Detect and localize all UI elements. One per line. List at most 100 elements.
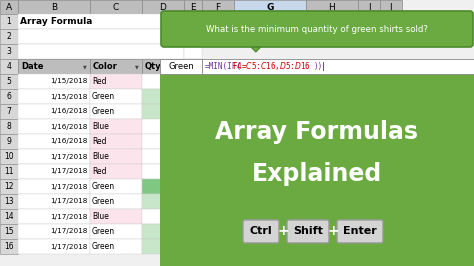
Bar xyxy=(18,44,184,59)
Bar xyxy=(0,179,18,194)
Text: Red: Red xyxy=(92,137,107,146)
Text: Green: Green xyxy=(168,62,194,71)
Text: 6: 6 xyxy=(7,92,11,101)
Text: Red: Red xyxy=(92,167,107,176)
Bar xyxy=(184,194,202,209)
Text: Blue: Blue xyxy=(92,122,109,131)
Bar xyxy=(184,0,202,14)
Bar xyxy=(142,59,184,74)
Text: 14: 14 xyxy=(4,212,14,221)
Bar xyxy=(90,0,142,14)
Bar xyxy=(0,44,18,59)
Text: E: E xyxy=(190,2,196,11)
Bar xyxy=(0,89,18,104)
Text: 1/16/2018: 1/16/2018 xyxy=(51,109,88,114)
Bar xyxy=(18,59,90,74)
Text: 525: 525 xyxy=(167,182,182,191)
Text: F: F xyxy=(216,2,220,11)
Text: 3: 3 xyxy=(7,47,11,56)
Text: Explained: Explained xyxy=(252,162,382,186)
Text: Color: Color xyxy=(93,62,118,71)
Text: 712: 712 xyxy=(168,92,182,101)
Text: 1/17/2018: 1/17/2018 xyxy=(51,184,88,189)
FancyBboxPatch shape xyxy=(161,11,473,47)
Text: 12: 12 xyxy=(4,182,14,191)
Bar xyxy=(18,119,90,134)
Bar xyxy=(18,29,184,44)
Text: ▼: ▼ xyxy=(177,64,181,69)
Text: 1,451: 1,451 xyxy=(160,152,182,161)
Text: G: G xyxy=(266,2,273,11)
Text: Red: Red xyxy=(92,77,107,86)
Text: 1,953: 1,953 xyxy=(160,197,182,206)
Bar xyxy=(18,149,90,164)
Bar xyxy=(0,209,18,224)
Bar xyxy=(184,44,202,59)
Bar xyxy=(18,194,90,209)
Text: 1/17/2018: 1/17/2018 xyxy=(51,153,88,160)
Bar xyxy=(0,119,18,134)
Bar xyxy=(142,149,184,164)
Text: I: I xyxy=(368,2,370,11)
Bar xyxy=(142,119,184,134)
Text: 16: 16 xyxy=(4,242,14,251)
Bar xyxy=(18,0,90,14)
Bar xyxy=(0,149,18,164)
Text: 1/17/2018: 1/17/2018 xyxy=(51,168,88,174)
Bar xyxy=(184,29,202,44)
Bar xyxy=(0,224,18,239)
Bar xyxy=(184,179,202,194)
Bar xyxy=(90,164,142,179)
Bar xyxy=(90,179,142,194)
Bar xyxy=(306,0,358,14)
Bar xyxy=(90,104,142,119)
Text: 1/16/2018: 1/16/2018 xyxy=(51,123,88,130)
FancyBboxPatch shape xyxy=(337,220,383,243)
Bar xyxy=(184,74,202,89)
Bar xyxy=(184,239,202,254)
Bar xyxy=(142,89,184,104)
Text: Enter: Enter xyxy=(343,226,377,236)
Bar xyxy=(380,0,402,14)
Text: Qty: Qty xyxy=(145,62,162,71)
Bar xyxy=(142,179,184,194)
Bar xyxy=(18,89,90,104)
Bar xyxy=(184,14,202,29)
Bar xyxy=(18,104,90,119)
Text: 630: 630 xyxy=(167,107,182,116)
Bar xyxy=(18,134,90,149)
Bar xyxy=(90,134,142,149)
Text: 1/15/2018: 1/15/2018 xyxy=(51,94,88,99)
Text: H: H xyxy=(328,2,336,11)
Text: 13: 13 xyxy=(4,197,14,206)
Text: 1/17/2018: 1/17/2018 xyxy=(51,228,88,235)
Text: 3,617: 3,617 xyxy=(160,212,182,221)
Bar xyxy=(0,239,18,254)
Text: A: A xyxy=(6,2,12,11)
Text: D: D xyxy=(160,2,166,11)
Bar xyxy=(184,149,202,164)
Text: 11: 11 xyxy=(4,167,14,176)
Text: Green: Green xyxy=(92,107,115,116)
Text: Shift: Shift xyxy=(293,226,323,236)
Text: 8: 8 xyxy=(7,122,11,131)
Bar xyxy=(0,194,18,209)
Bar xyxy=(18,14,184,29)
Polygon shape xyxy=(248,44,264,52)
Text: Green: Green xyxy=(92,227,115,236)
Bar xyxy=(184,134,202,149)
Bar xyxy=(234,0,306,14)
Text: ▼: ▼ xyxy=(135,64,139,69)
Bar xyxy=(142,134,184,149)
Text: Array Formulas: Array Formulas xyxy=(216,120,419,144)
Bar xyxy=(0,104,18,119)
Bar xyxy=(184,164,202,179)
Text: Blue: Blue xyxy=(92,152,109,161)
Bar xyxy=(142,164,184,179)
Text: Date: Date xyxy=(21,62,44,71)
Text: 1,050: 1,050 xyxy=(160,137,182,146)
Text: Array Formula: Array Formula xyxy=(20,17,92,26)
Text: =MIN(IF(: =MIN(IF( xyxy=(205,62,242,71)
Text: ▼: ▼ xyxy=(83,64,87,69)
Bar xyxy=(18,179,90,194)
